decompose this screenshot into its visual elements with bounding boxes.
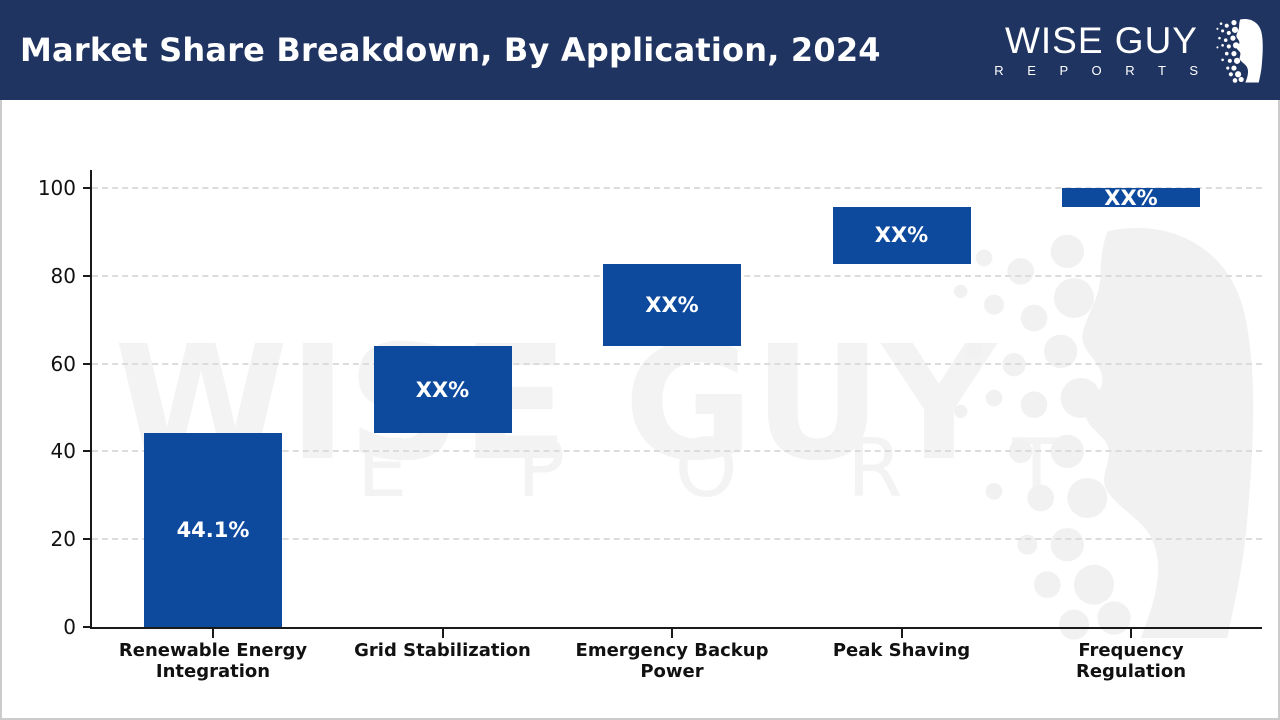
chart-bar: XX% [603,263,741,347]
plot: 0 20 40 60 80 100 44.1% Renewable Energy Integr… [2,100,1278,718]
y-axis-line [90,170,92,629]
y-axis-tick-label: 100 [37,176,76,200]
wiseguy-logo: WISE GUY R E P O R T S [994,10,1266,90]
chart-bar: XX% [1062,185,1200,210]
y-axis-tick [83,538,92,541]
x-axis-label: Grid Stabilization [354,640,531,661]
x-axis-tick [1130,629,1132,638]
logo-text: WISE GUY R E P O R T S [994,22,1198,78]
y-gridline [92,187,1262,189]
x-axis-tick [441,629,444,638]
logo-wordmark: WISE GUY [1004,20,1198,61]
y-axis-tick-label: 20 [50,527,76,552]
chart-bar: XX% [373,346,512,434]
bar-value-label: XX% [645,292,699,317]
y-axis-tick [83,274,92,277]
x-axis-label: Emergency Backup Power [575,640,769,683]
y-axis-tick [83,450,92,453]
chart-bar: 44.1% [144,433,282,627]
chart-bar: XX% [832,207,971,264]
y-axis-tick [83,626,92,628]
x-axis-label: Renewable Energy Integration [118,640,308,683]
chart-title: Market Share Breakdown, By Application, … [20,31,881,69]
y-axis-tick-label: 40 [50,439,76,464]
y-gridline [92,362,1262,365]
chart-area: WISE GUY R E P O R T S 0 20 40 60 80 100 44.1%… [0,100,1280,720]
y-gridline [92,538,1262,541]
x-axis-line [90,627,1262,629]
y-axis-tick-label: 0 [63,615,76,639]
bar-value-label: XX% [415,377,470,402]
x-axis-tick [212,629,214,638]
x-axis-label: Frequency Regulation [1075,640,1187,683]
bar-value-label: XX% [1104,185,1158,210]
y-axis-tick-label: 60 [50,351,76,376]
y-axis-tick-label: 80 [50,263,76,288]
bar-value-label: XX% [874,223,929,248]
x-axis-label: Peak Shaving [832,640,971,661]
x-axis-tick [671,629,673,638]
y-gridline [92,450,1262,453]
logo-subtext: R E P O R T S [994,63,1208,78]
y-axis-tick [83,362,92,365]
wiseguy-face-icon [1216,19,1263,83]
y-axis-tick [83,187,92,189]
bar-value-label: 44.1% [176,518,250,543]
header-bar: Market Share Breakdown, By Application, … [0,0,1280,100]
x-axis-tick [900,629,903,638]
